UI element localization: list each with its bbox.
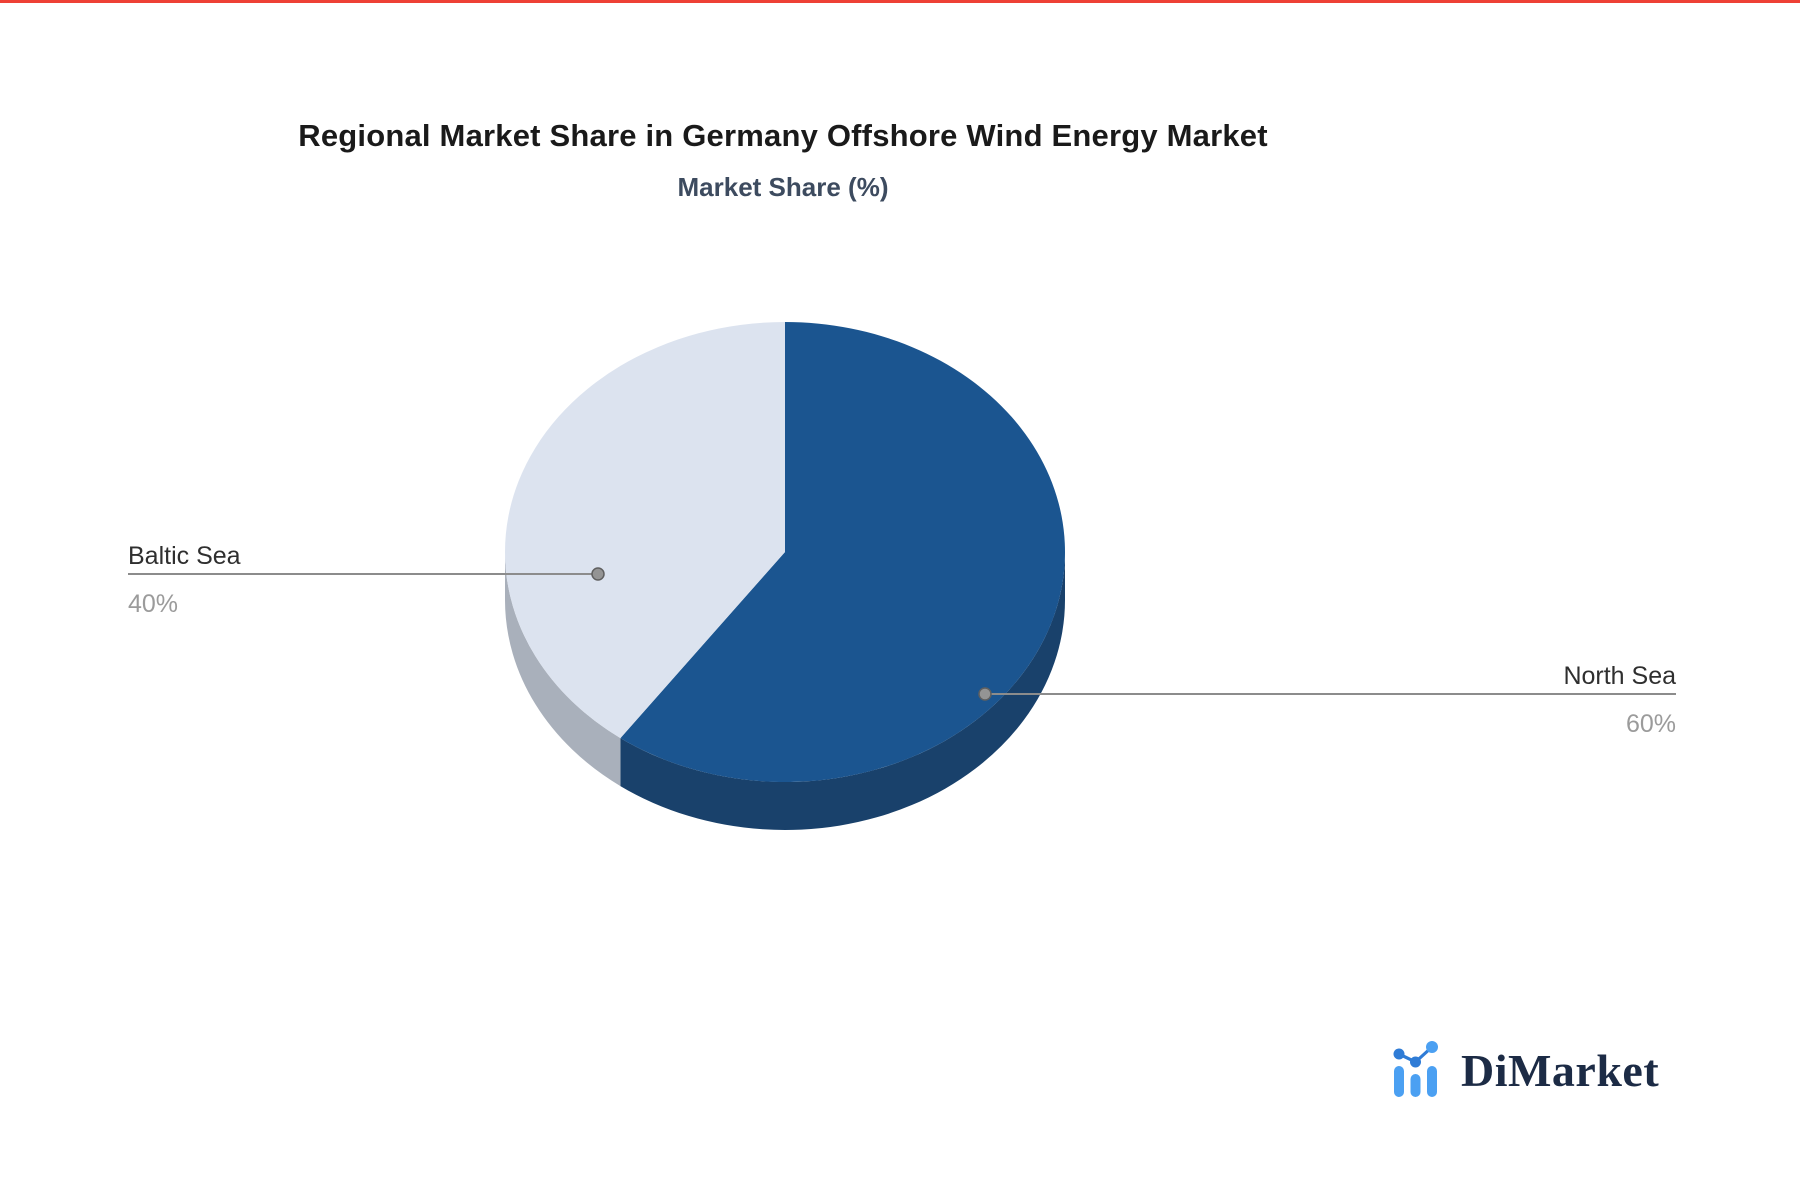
- chart-subtitle: Market Share (%): [677, 172, 889, 202]
- leader-dot-baltic: [591, 567, 605, 581]
- slice-label-north: North Sea: [1563, 662, 1676, 690]
- pie-slice-side-baltic-sea[interactable]: [505, 552, 621, 787]
- logo-dot-1: [1393, 1048, 1405, 1060]
- pie-3d[interactable]: [505, 322, 1066, 830]
- pie-slice-baltic-sea[interactable]: [505, 322, 785, 739]
- logo-bar-3: [1427, 1066, 1437, 1097]
- pie-slice-side-north-sea[interactable]: [620, 552, 1065, 830]
- slice-label-baltic: Baltic Sea: [128, 542, 241, 570]
- chart-title: Regional Market Share in Germany Offshor…: [298, 118, 1268, 153]
- chart-header: Regional Market Share in Germany Offshor…: [0, 118, 1566, 203]
- top-accent-bar: [0, 0, 1800, 3]
- slice-percent-north: 60%: [1626, 710, 1676, 738]
- slice-percent-baltic: 40%: [128, 590, 178, 618]
- leader-dot-north: [978, 687, 992, 701]
- dimarket-logo-text: DiMarket: [1461, 1044, 1660, 1096]
- bar-chart-trend-icon: [1393, 1041, 1438, 1097]
- logo-dot-2: [1410, 1056, 1421, 1068]
- leader-baltic-sea: Baltic Sea 40%: [128, 542, 605, 618]
- dimarket-logo: DiMarket: [1393, 1038, 1659, 1102]
- logo-bar-2: [1410, 1074, 1421, 1097]
- logo-bar-1: [1394, 1066, 1404, 1097]
- logo-dot-3: [1426, 1041, 1438, 1053]
- pie-slice-north-sea[interactable]: [620, 322, 1066, 783]
- leader-north-sea: North Sea 60%: [978, 662, 1676, 738]
